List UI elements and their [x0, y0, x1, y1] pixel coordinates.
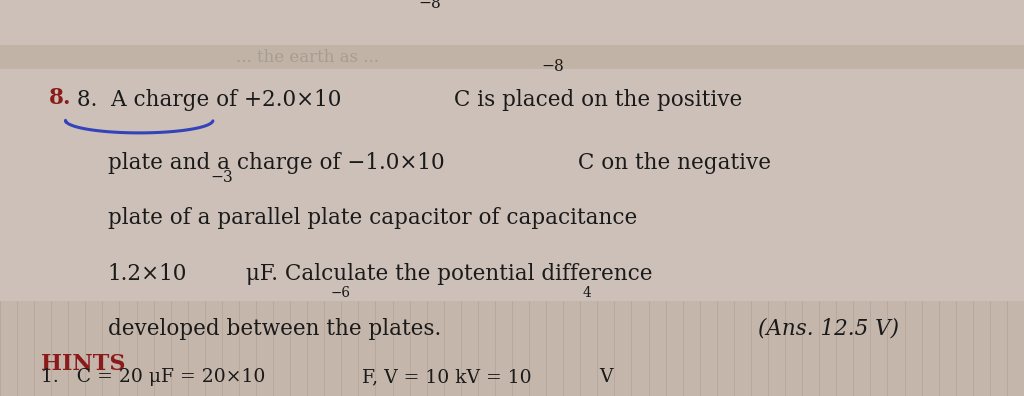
Text: plate and a charge of −1.0×10: plate and a charge of −1.0×10	[108, 152, 444, 174]
Text: 8.: 8.	[49, 88, 72, 109]
Bar	[0, 301, 1024, 396]
Text: C is placed on the positive: C is placed on the positive	[447, 89, 742, 111]
Text: HINTS: HINTS	[41, 353, 126, 375]
Text: F, V = 10 kV = 10: F, V = 10 kV = 10	[356, 368, 531, 386]
Text: 4: 4	[583, 286, 592, 300]
Text: 8.  A charge of +2.0×10: 8. A charge of +2.0×10	[77, 89, 341, 111]
Text: developed between the plates.: developed between the plates.	[108, 318, 440, 339]
Text: C on the negative: C on the negative	[571, 152, 771, 174]
Text: V: V	[594, 368, 613, 386]
Text: ... the earth as ...: ... the earth as ...	[236, 48, 379, 65]
Text: (Ans. 12.5 V): (Ans. 12.5 V)	[758, 318, 899, 339]
Text: −6: −6	[331, 286, 350, 300]
Text: −8: −8	[542, 58, 564, 75]
Text: −8: −8	[418, 0, 440, 12]
Text: −3: −3	[210, 169, 232, 186]
Text: 1.   C = 20 μF = 20×10: 1. C = 20 μF = 20×10	[41, 368, 265, 386]
Bar	[0, 45, 1024, 69]
Text: plate of a parallel plate capacitor of capacitance: plate of a parallel plate capacitor of c…	[108, 207, 637, 229]
Text: 1.2×10: 1.2×10	[108, 263, 187, 285]
Text: μF. Calculate the potential difference: μF. Calculate the potential difference	[240, 263, 652, 285]
